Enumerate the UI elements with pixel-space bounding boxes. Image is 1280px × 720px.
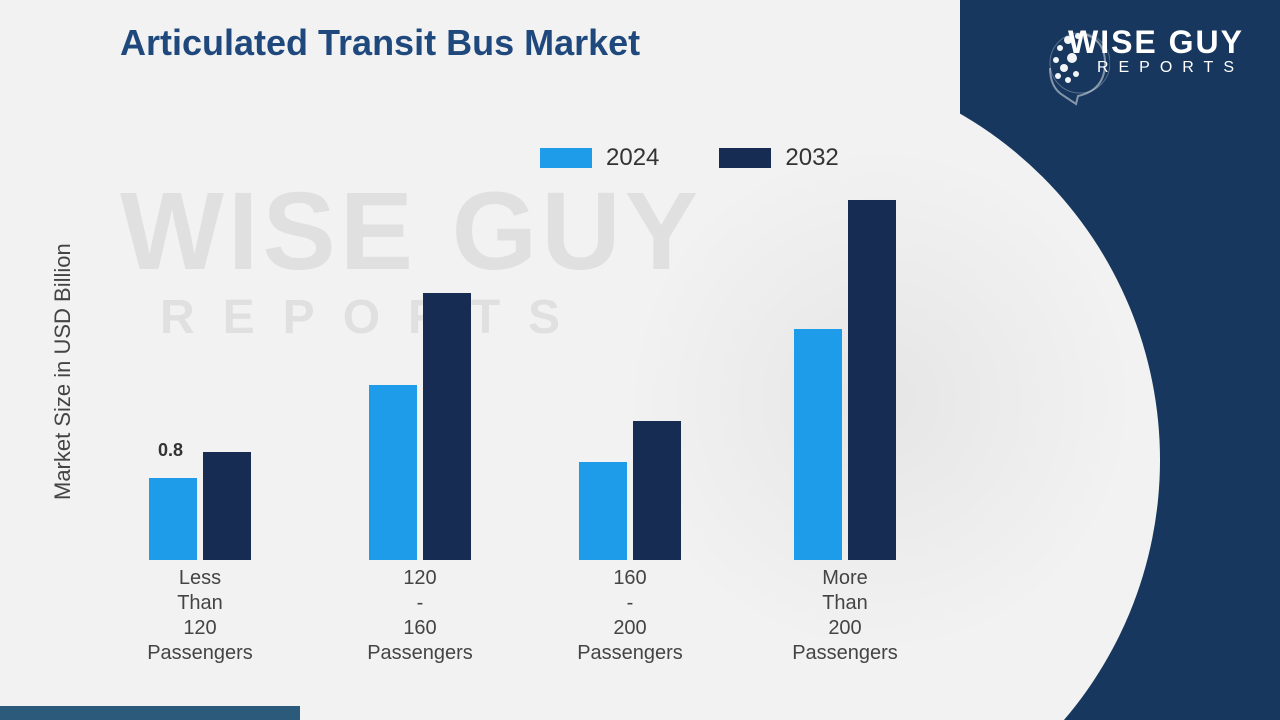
bar-2024-0	[149, 478, 197, 560]
legend-label-2032: 2032	[785, 144, 838, 172]
plot-area: 0.8	[140, 190, 930, 560]
chart-stage: Articulated Transit Bus Market WISE GUY …	[0, 0, 1280, 720]
x-label-1: 120-160Passengers	[345, 566, 495, 666]
legend-item-2024: 2024	[540, 144, 659, 172]
legend-swatch-2032	[719, 148, 771, 168]
bar-2024-2	[579, 462, 627, 560]
value-label-0.8: 0.8	[158, 440, 183, 461]
legend-item-2032: 2032	[719, 144, 838, 172]
bar-2032-0	[203, 452, 251, 560]
chart-title: Articulated Transit Bus Market	[120, 22, 640, 64]
bar-2032-1	[423, 293, 471, 560]
bar-2032-2	[633, 421, 681, 560]
legend-label-2024: 2024	[606, 144, 659, 172]
brand-head-icon	[1020, 18, 1110, 108]
legend-swatch-2024	[540, 148, 592, 168]
bottom-accent-bar	[0, 706, 300, 720]
x-label-2: 160-200Passengers	[555, 566, 705, 666]
bar-2024-1	[369, 385, 417, 560]
y-axis-label: Market Size in USD Billion	[50, 243, 76, 500]
bar-2024-3	[794, 329, 842, 560]
bar-2032-3	[848, 200, 896, 560]
x-label-3: MoreThan200Passengers	[770, 566, 920, 666]
x-label-0: LessThan120Passengers	[125, 566, 275, 666]
legend: 2024 2032	[540, 144, 839, 172]
